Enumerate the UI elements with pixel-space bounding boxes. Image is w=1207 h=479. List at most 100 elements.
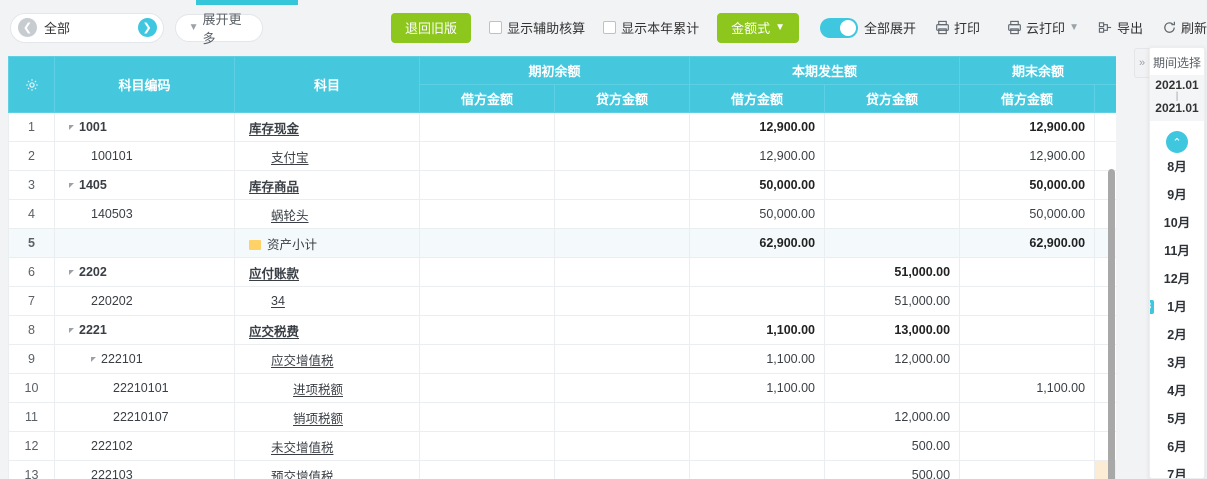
row-opening-debit[interactable] [419,315,555,345]
row-ending-debit[interactable]: 50,000.00 [959,170,1096,200]
row-current-credit[interactable] [824,373,961,403]
chevron-left-circle-icon[interactable]: ❮ [18,18,37,37]
row-current-debit[interactable] [689,257,826,287]
row-ending-debit[interactable] [959,286,1096,316]
row-current-debit[interactable]: 62,900.00 [689,228,826,258]
account-name-link[interactable]: 应付账款 [249,266,300,281]
row-account-name[interactable]: 蜗轮头 [234,199,420,229]
row-account-code[interactable]: 100101 [54,141,235,171]
row-account-code[interactable]: 22210101 [54,373,235,403]
row-opening-debit[interactable] [419,344,555,374]
row-current-credit[interactable]: 51,000.00 [824,286,961,316]
table-row[interactable]: 12 222102 未交增值税 500.00 [8,431,1116,461]
period-range[interactable]: 2021.01 | 2021.01 [1150,75,1204,121]
row-account-name[interactable]: 应交税费 [234,315,420,345]
table-vertical-scrollbar[interactable] [1108,169,1115,479]
table-row[interactable]: 13 222103 预交增值税 500.00 [8,460,1116,479]
account-name-link[interactable]: 应交增值税 [271,353,334,368]
row-account-code[interactable]: 222102 [54,431,235,461]
row-current-credit[interactable]: 500.00 [824,460,961,479]
row-opening-credit[interactable] [553,257,691,287]
row-opening-credit[interactable] [553,170,691,200]
checkbox-box[interactable] [489,21,503,34]
row-account-code[interactable]: 222103 [54,460,235,479]
account-name-link[interactable]: 库存现金 [249,121,300,136]
export-button[interactable]: 导出 [1098,18,1143,37]
row-opening-credit[interactable] [553,228,691,258]
row-ending-debit[interactable]: 12,900.00 [959,141,1096,171]
account-name-link[interactable]: 库存商品 [249,179,300,194]
table-row[interactable]: 3 1405 库存商品 50,000.00 50,000.00 [8,170,1116,200]
row-account-code[interactable]: 2202 [54,257,235,287]
row-ending-debit[interactable]: 50,000.00 [959,199,1096,229]
row-current-debit[interactable] [689,402,826,432]
row-opening-credit[interactable] [553,315,691,345]
row-account-name[interactable]: 库存现金 [234,112,420,142]
row-opening-debit[interactable] [419,286,555,316]
row-current-debit[interactable] [689,431,826,461]
row-current-debit[interactable]: 50,000.00 [689,199,826,229]
table-row[interactable]: 8 2221 应交税费 1,100.00 13,000.00 [8,315,1116,345]
account-name-link[interactable]: 销项税额 [293,411,344,426]
row-opening-debit[interactable] [419,141,555,171]
row-opening-debit[interactable] [419,112,555,142]
row-account-name[interactable]: 支付宝 [234,141,420,171]
row-account-name[interactable]: 资产小计 [234,228,420,258]
account-name-link[interactable]: 预交增值税 [271,469,334,479]
row-account-name[interactable]: 34 [234,286,420,316]
month-item[interactable]: 4月 [1150,377,1204,405]
row-opening-credit[interactable] [553,344,691,374]
row-opening-debit[interactable] [419,170,555,200]
row-current-credit[interactable]: 12,000.00 [824,344,961,374]
row-opening-debit[interactable] [419,257,555,287]
row-account-code[interactable]: 2221 [54,315,235,345]
period-panel-collapse-handle[interactable]: » [1134,48,1149,78]
row-account-name[interactable]: 销项税额 [234,402,420,432]
row-opening-credit[interactable] [553,460,691,479]
row-current-credit[interactable] [824,112,961,142]
month-item[interactable]: 10月 [1150,209,1204,237]
row-current-credit[interactable] [824,199,961,229]
settings-header-cell[interactable] [8,56,55,113]
row-opening-credit[interactable] [553,141,691,171]
table-row[interactable]: 9 222101 应交增值税 1,100.00 12,000.00 [8,344,1116,374]
header-opening-credit[interactable]: 贷方金额 [553,84,691,113]
row-opening-credit[interactable] [553,402,691,432]
row-account-name[interactable]: 预交增值税 [234,460,420,479]
caret-collapse-icon[interactable] [91,357,96,362]
expand-more-button[interactable]: ▼ 展开更多 [174,12,264,46]
row-account-name[interactable]: 应交增值税 [234,344,420,374]
table-row[interactable]: 1 1001 库存现金 12,900.00 12,900.00 [8,112,1116,142]
row-account-code[interactable]: 22210107 [54,402,235,432]
header-ending-debit[interactable]: 借方金额 [959,84,1096,113]
row-ending-debit[interactable] [959,431,1096,461]
row-account-code[interactable]: 1405 [54,170,235,200]
row-ending-credit[interactable] [1094,141,1116,171]
month-item[interactable]: 6月 [1150,433,1204,461]
row-ending-debit[interactable] [959,460,1096,479]
header-current-credit[interactable]: 贷方金额 [824,84,961,113]
row-current-credit[interactable] [824,170,961,200]
show-ytd-checkbox[interactable]: 显示本年累计 [603,18,699,37]
caret-collapse-icon[interactable] [69,183,74,188]
row-opening-credit[interactable] [553,373,691,403]
header-account-code[interactable]: 科目编码 [54,56,235,113]
row-opening-debit[interactable] [419,431,555,461]
row-current-credit[interactable]: 12,000.00 [824,402,961,432]
row-ending-debit[interactable]: 12,900.00 [959,112,1096,142]
expand-all-toggle[interactable]: 全部展开 [820,17,916,38]
row-opening-debit[interactable] [419,402,555,432]
month-item[interactable]: 12月 [1150,265,1204,293]
header-current-debit[interactable]: 借方金额 [689,84,826,113]
caret-collapse-icon[interactable] [69,328,74,333]
row-current-credit[interactable] [824,141,961,171]
row-ending-debit[interactable] [959,315,1096,345]
row-current-credit[interactable]: 13,000.00 [824,315,961,345]
row-current-debit[interactable]: 1,100.00 [689,344,826,374]
header-ending-credit[interactable] [1094,84,1116,113]
account-name-link[interactable]: 蜗轮头 [271,208,309,223]
row-current-credit[interactable] [824,228,961,258]
table-row[interactable]: 10 22210101 进项税额 1,100.00 1,100.00 [8,373,1116,403]
row-account-name[interactable]: 库存商品 [234,170,420,200]
